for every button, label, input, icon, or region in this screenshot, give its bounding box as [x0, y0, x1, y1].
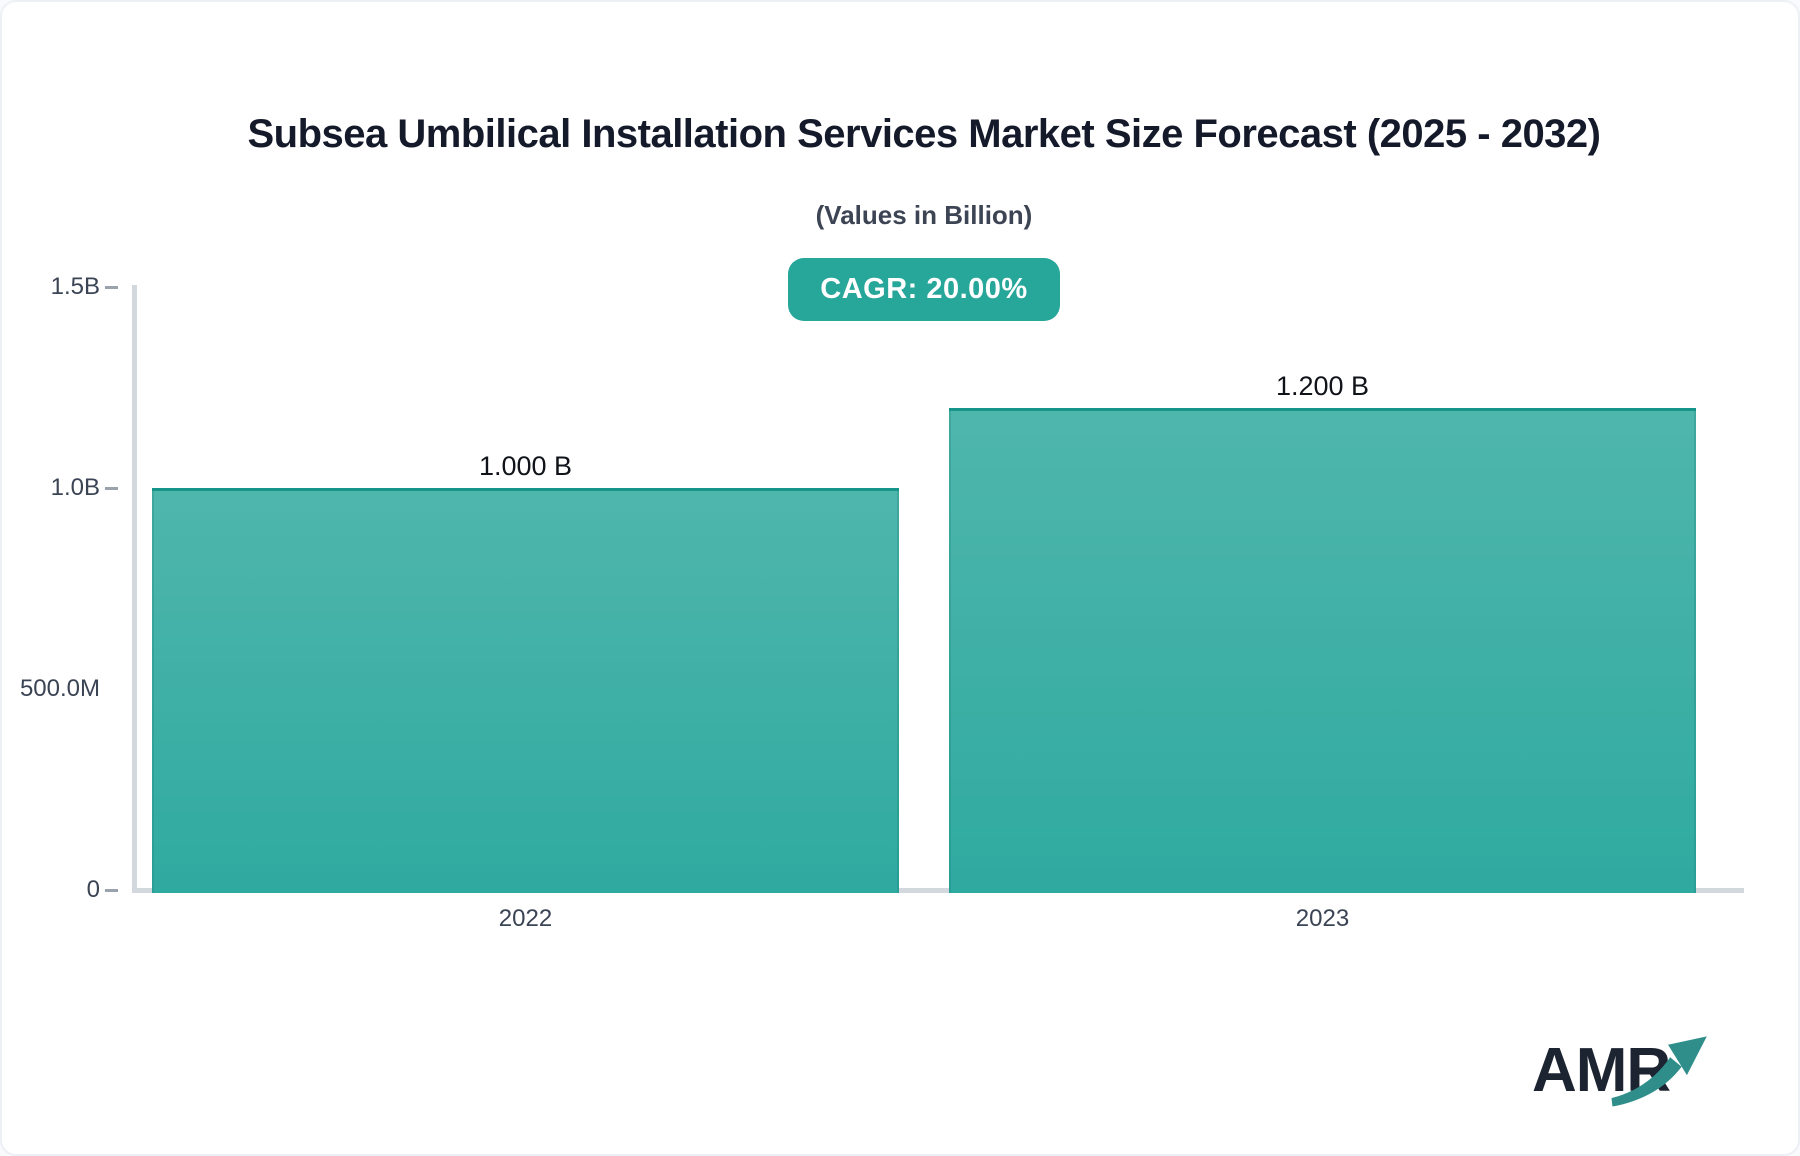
y-tick-mark [105, 487, 118, 490]
y-tick-label: 0 [86, 876, 100, 903]
cagr-badge-row: CAGR: 20.00% [50, 258, 1798, 321]
y-tick-label: 1.0B [50, 474, 100, 501]
chart-title: Subsea Umbilical Installation Services M… [247, 112, 1601, 156]
y-tick-mark [105, 286, 118, 289]
y-tick-mark [105, 889, 118, 892]
y-axis-line [132, 285, 137, 893]
x-tick-label: 2022 [498, 905, 553, 932]
x-tick-label: 2023 [1295, 905, 1350, 932]
amr-logo: AMR [1522, 1027, 1722, 1117]
y-tick-label: 1.5B [50, 273, 100, 300]
amr-logo-arrow-icon [1611, 1036, 1707, 1107]
bar-value-label: 1.200 B [1275, 370, 1370, 401]
bar-value-label: 1.000 B [478, 451, 573, 481]
cagr-badge: CAGR: 20.00% [788, 258, 1060, 321]
bar-2023 [949, 407, 1696, 893]
x-axis-line [132, 888, 1744, 893]
bar-2022 [152, 488, 899, 893]
chart-subtitle: (Values in Billion) [815, 200, 1033, 230]
y-tick-label: 500.0M [19, 675, 100, 702]
